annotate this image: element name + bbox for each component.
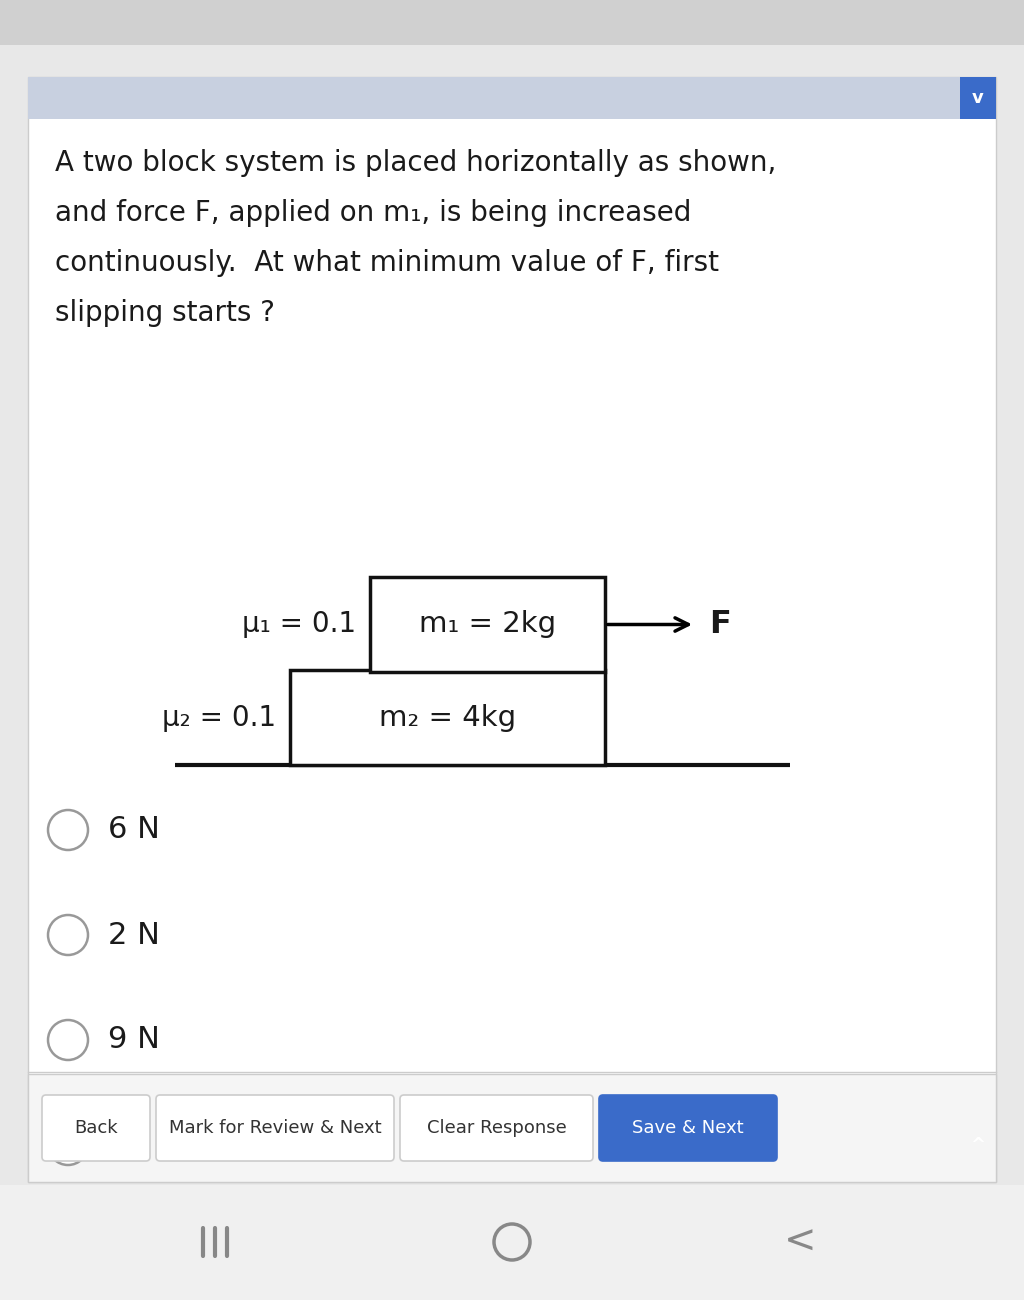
Text: v: v (972, 88, 984, 107)
FancyBboxPatch shape (400, 1095, 593, 1161)
Text: and force F, applied on m₁, is being increased: and force F, applied on m₁, is being inc… (55, 199, 691, 228)
Text: A two block system is placed horizontally as shown,: A two block system is placed horizontall… (55, 150, 776, 177)
Text: m₁ = 2kg: m₁ = 2kg (419, 611, 556, 638)
Text: μ₁ = 0.1: μ₁ = 0.1 (242, 611, 356, 638)
Text: ^: ^ (971, 1136, 985, 1154)
Circle shape (48, 915, 88, 956)
Text: continuously.  At what minimum value of F, first: continuously. At what minimum value of F… (55, 250, 719, 277)
Circle shape (48, 810, 88, 850)
Text: Save & Next: Save & Next (632, 1119, 743, 1138)
Text: Clear Response: Clear Response (427, 1119, 566, 1138)
FancyBboxPatch shape (599, 1095, 777, 1161)
Circle shape (48, 1020, 88, 1060)
FancyBboxPatch shape (28, 77, 996, 1182)
FancyBboxPatch shape (42, 1095, 150, 1161)
Text: 9 N: 9 N (108, 1026, 160, 1054)
Text: F: F (709, 608, 731, 640)
Text: μ₂ = 0.1: μ₂ = 0.1 (162, 703, 276, 732)
Circle shape (48, 1124, 88, 1165)
Bar (28, 77, 996, 120)
Text: 6 N: 6 N (108, 815, 160, 845)
Text: m₂ = 4kg: m₂ = 4kg (379, 703, 516, 732)
Bar (370, 577, 605, 672)
Text: slipping starts ?: slipping starts ? (55, 299, 275, 328)
Bar (28, 1074, 996, 1182)
Bar (0, 0, 1024, 46)
Text: 12 N: 12 N (108, 1131, 179, 1160)
FancyBboxPatch shape (156, 1095, 394, 1161)
FancyBboxPatch shape (961, 1124, 996, 1165)
Bar (0, 1186, 1024, 1300)
Text: Mark for Review & Next: Mark for Review & Next (169, 1119, 381, 1138)
Bar (290, 670, 605, 764)
FancyBboxPatch shape (961, 77, 996, 120)
Text: 2 N: 2 N (108, 920, 160, 949)
Text: Back: Back (74, 1119, 118, 1138)
Text: <: < (783, 1223, 816, 1261)
